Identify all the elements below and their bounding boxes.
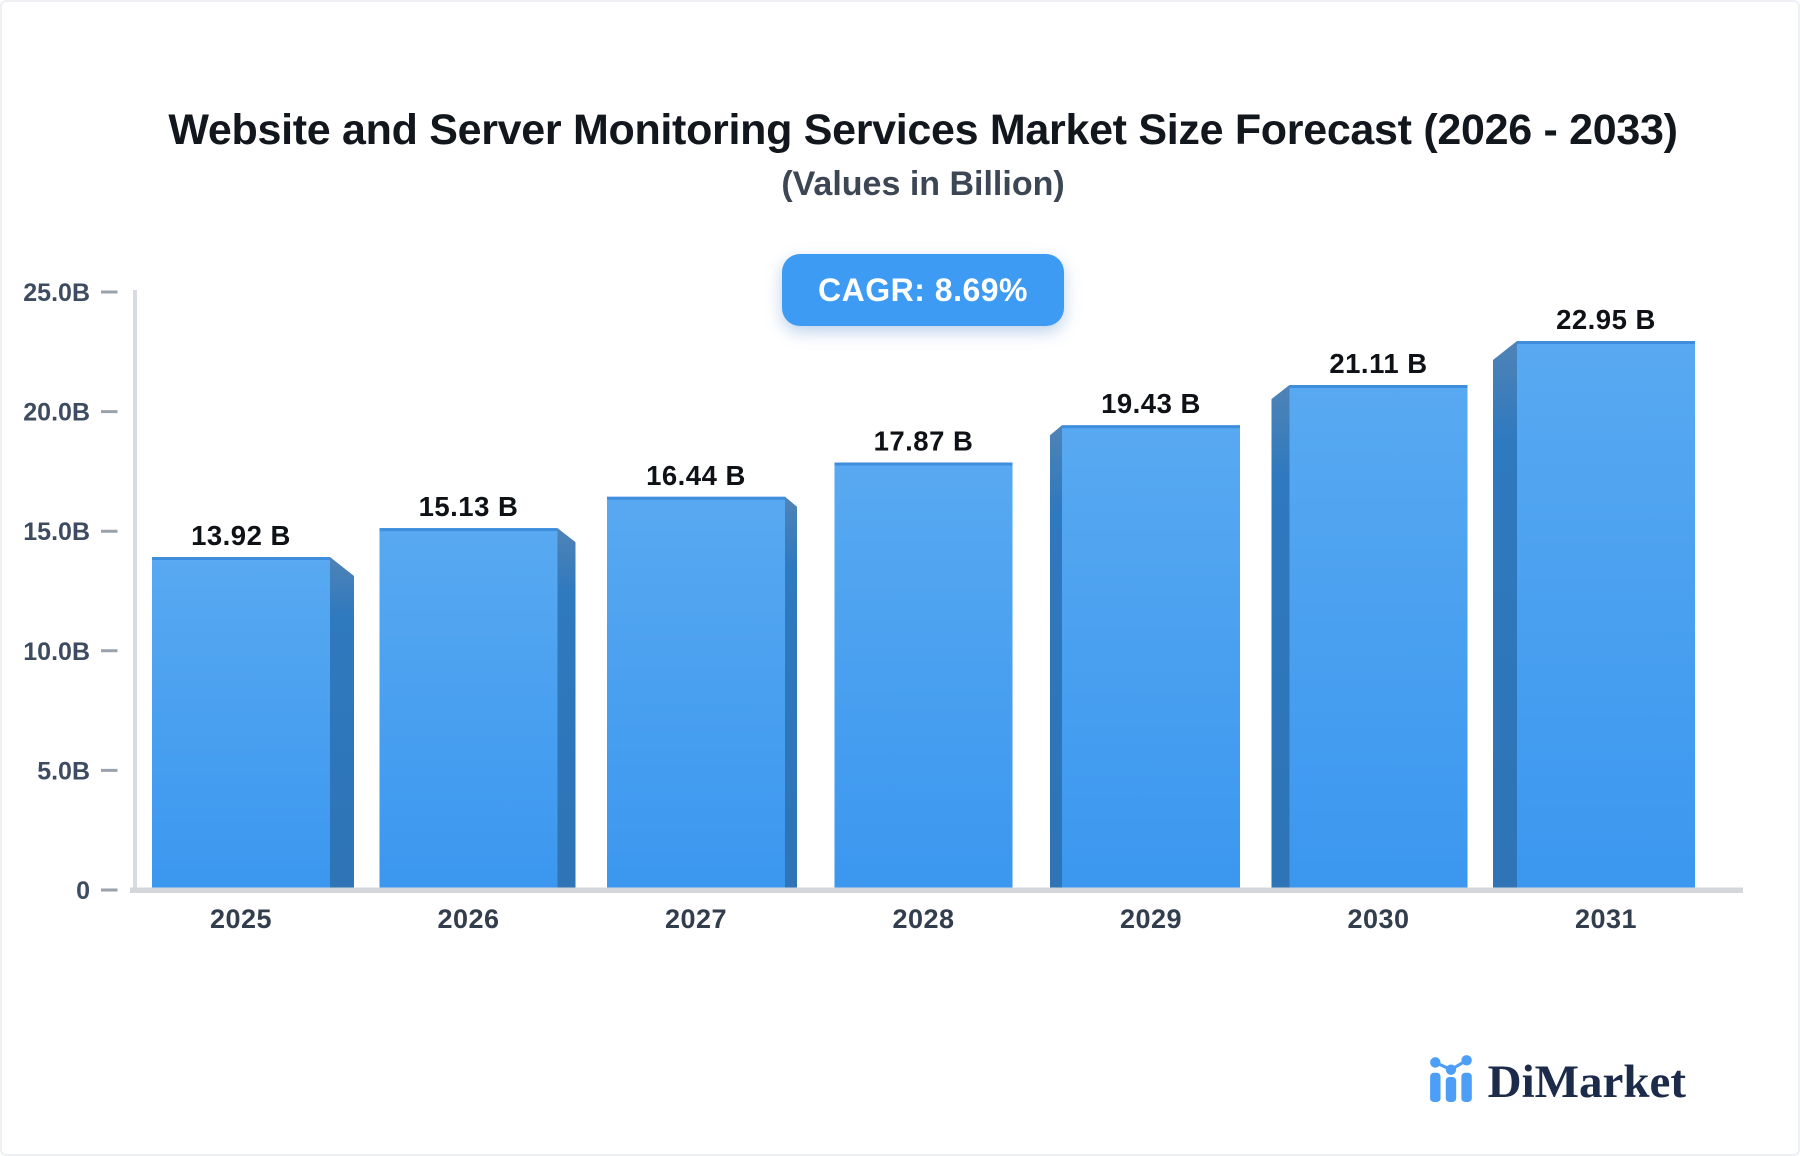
bar-group-2030: 21.11 B 2030 (1271, 348, 1468, 934)
bar-group-2029: 19.43 B 2029 (1050, 388, 1240, 934)
x-axis-label: 2026 (437, 904, 499, 934)
cagr-badge: CAGR: 8.69% (782, 254, 1064, 326)
y-axis-tick-label: 10.0B (23, 638, 90, 666)
y-axis-tick-label: 20.0B (23, 399, 90, 427)
bar-group-2031: 22.95 B 2031 (1493, 304, 1695, 934)
bar-face (607, 496, 785, 889)
chart-title: Website and Server Monitoring Services M… (168, 106, 1678, 154)
y-axis-tick-label: 0 (76, 877, 90, 905)
x-axis-label: 2028 (892, 904, 954, 934)
y-axis-tick-label: 15.0B (23, 518, 90, 546)
x-axis-label: 2025 (210, 904, 272, 934)
bar-value-label: 15.13 B (419, 491, 519, 522)
bar-face (834, 462, 1013, 889)
bar-side-face (1050, 425, 1062, 889)
x-axis-label: 2027 (665, 904, 727, 934)
x-axis-label: 2031 (1575, 904, 1637, 934)
bar-value-label: 22.95 B (1556, 304, 1656, 335)
bar-value-label: 16.44 B (646, 460, 746, 491)
y-axis-tick-label: 25.0B (23, 279, 90, 307)
brand-logo: DiMarket (1429, 1053, 1686, 1108)
bar-group-2028: 17.87 B 2028 (834, 426, 1013, 934)
bar-side-face (557, 528, 576, 889)
bar-value-label: 13.92 B (191, 520, 291, 551)
x-axis-label: 2030 (1347, 904, 1409, 934)
bar-side-face (330, 557, 354, 889)
y-axis-tick-label: 5.0B (37, 757, 90, 785)
bar-chart-logo-icon (1429, 1055, 1472, 1102)
bar-group-2027: 16.44 B 2027 (607, 460, 797, 934)
chart-subtitle: (Values in Billion) (781, 165, 1065, 203)
bar-face (152, 557, 330, 889)
bar-group-2026: 15.13 B 2026 (379, 491, 576, 934)
bar-face (1062, 425, 1240, 889)
bar-side-face (785, 496, 797, 889)
bar-face (379, 528, 558, 889)
bar-value-label: 17.87 B (874, 426, 974, 457)
x-axis-baseline (130, 887, 1743, 893)
bar-value-label: 21.11 B (1329, 348, 1427, 379)
y-axis-line (133, 290, 137, 889)
bar-side-face (1271, 385, 1290, 889)
bar-group-2025: 13.92 B 2025 (152, 520, 354, 934)
bar-side-face (1493, 341, 1517, 889)
bar-value-label: 19.43 B (1101, 388, 1201, 419)
logo-text: DiMarket (1487, 1055, 1686, 1108)
bar-face (1289, 385, 1468, 889)
x-axis-label: 2029 (1120, 904, 1182, 934)
bar-face (1517, 341, 1695, 889)
